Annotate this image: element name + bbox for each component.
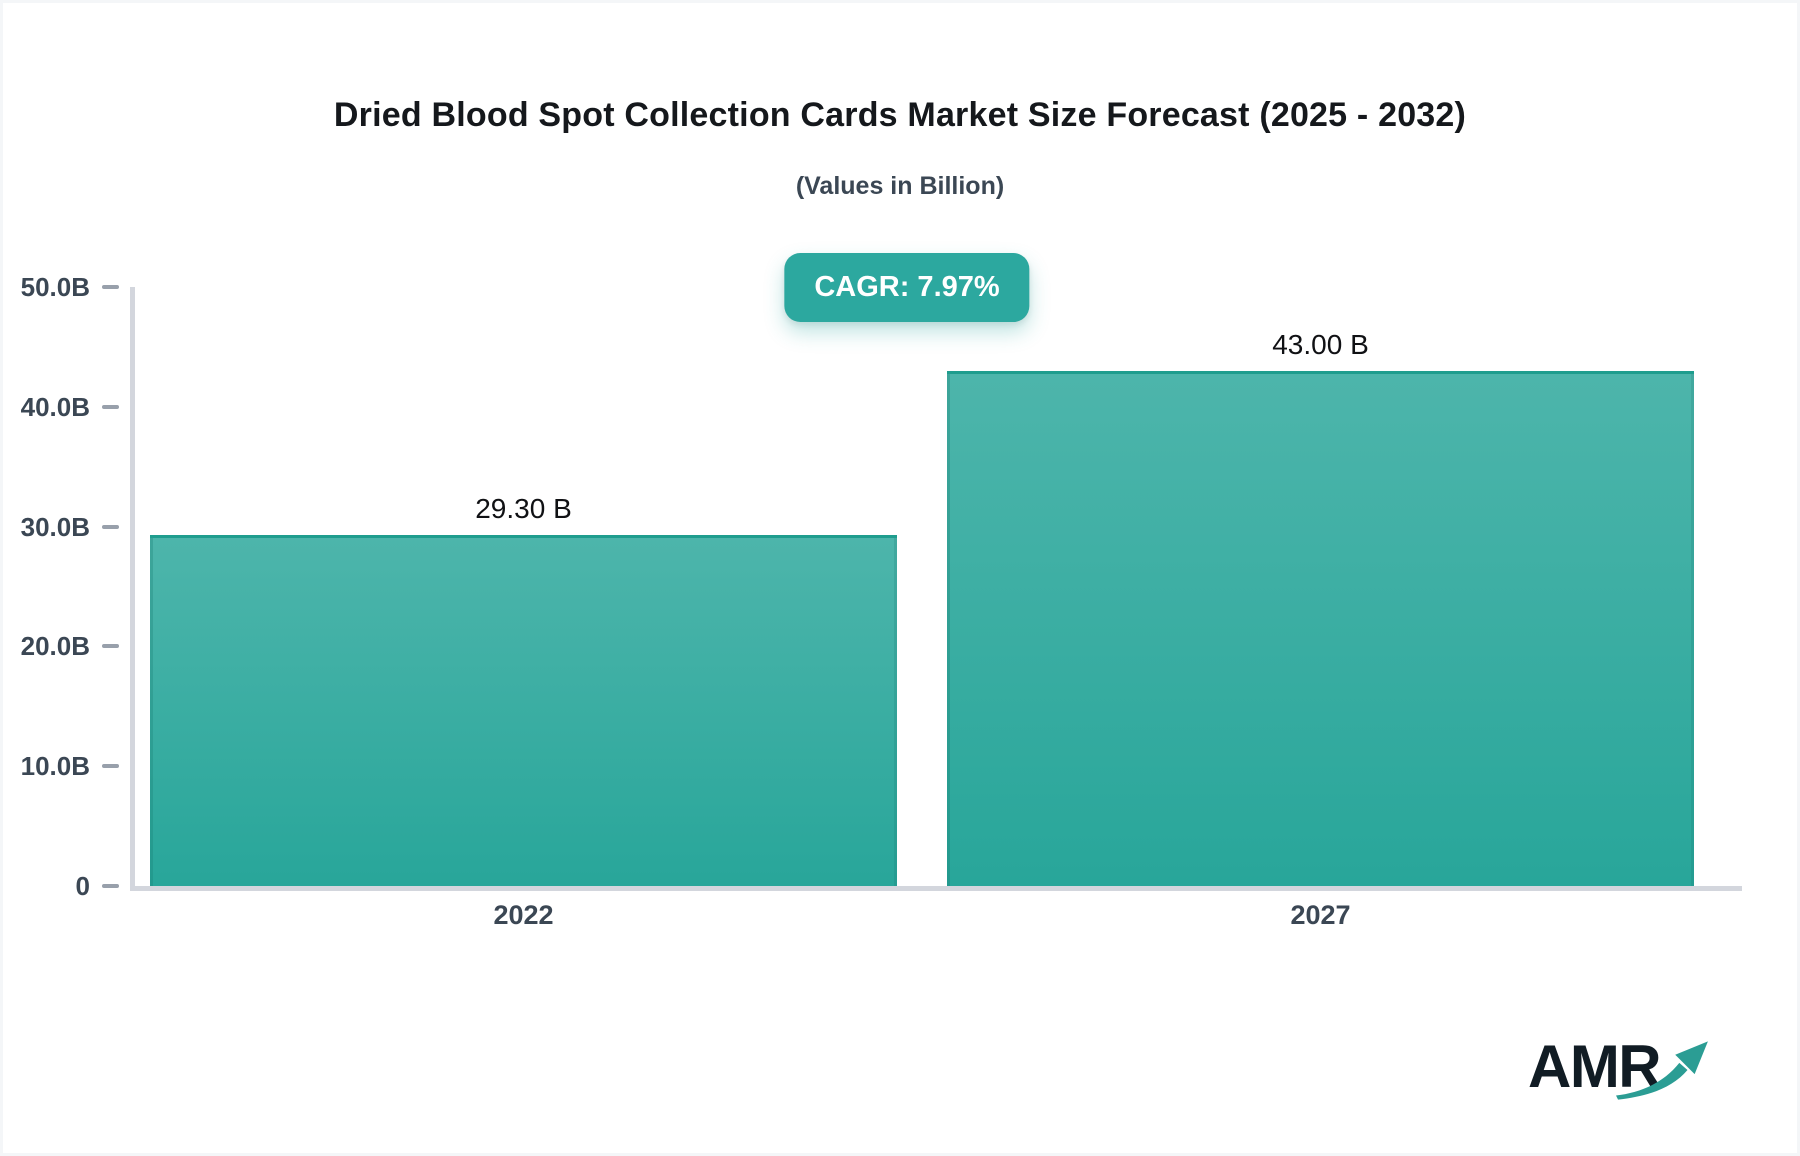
amr-logo-text: AMR [1528, 1033, 1662, 1100]
y-tick-dash [102, 884, 119, 888]
y-tick-dash [102, 524, 119, 529]
bar-2022 [150, 535, 897, 886]
y-tick-label: 30.0B [20, 511, 90, 542]
cagr-badge: CAGR: 7.97% [784, 253, 1030, 322]
bar-2027 [947, 370, 1694, 886]
bar-value-label: 29.30 B [475, 492, 572, 524]
x-axis-label: 2022 [493, 900, 554, 930]
chart-title: Dried Blood Spot Collection Cards Market… [333, 96, 1467, 134]
y-tick-dash [102, 285, 119, 289]
y-tick-dash [102, 644, 119, 649]
y-tick-dash [102, 404, 119, 409]
chart-subtitle: (Values in Billion) [795, 172, 1005, 200]
y-tick-dash [102, 764, 119, 769]
bar-value-label: 43.00 B [1272, 328, 1369, 360]
y-tick-label: 50.0B [20, 272, 90, 302]
growth-arrow-icon [1616, 1041, 1708, 1100]
y-tick-label: 20.0B [20, 631, 90, 662]
y-tick-label: 40.0B [20, 391, 90, 422]
x-axis-label: 2027 [1290, 900, 1351, 930]
y-tick-label: 0 [75, 871, 90, 901]
plot-area: 50.0B 40.0B 30.0B 20.0B 10.0B 0 29.30 B 2022 43.… [21, 272, 1742, 930]
y-tick-label: 10.0B [20, 751, 90, 782]
amr-logo: AMR [1528, 1034, 1718, 1114]
